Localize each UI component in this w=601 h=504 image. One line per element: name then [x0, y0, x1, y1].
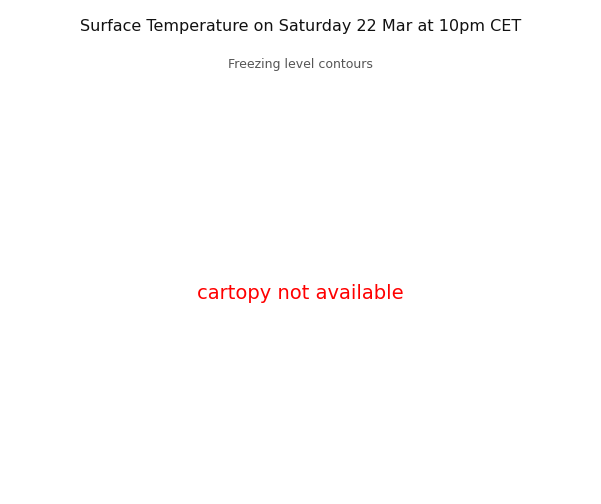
- Text: Surface Temperature on Saturday 22 Mar at 10pm CET: Surface Temperature on Saturday 22 Mar a…: [80, 19, 521, 34]
- Text: cartopy not available: cartopy not available: [197, 284, 404, 303]
- Text: Freezing level contours: Freezing level contours: [228, 58, 373, 72]
